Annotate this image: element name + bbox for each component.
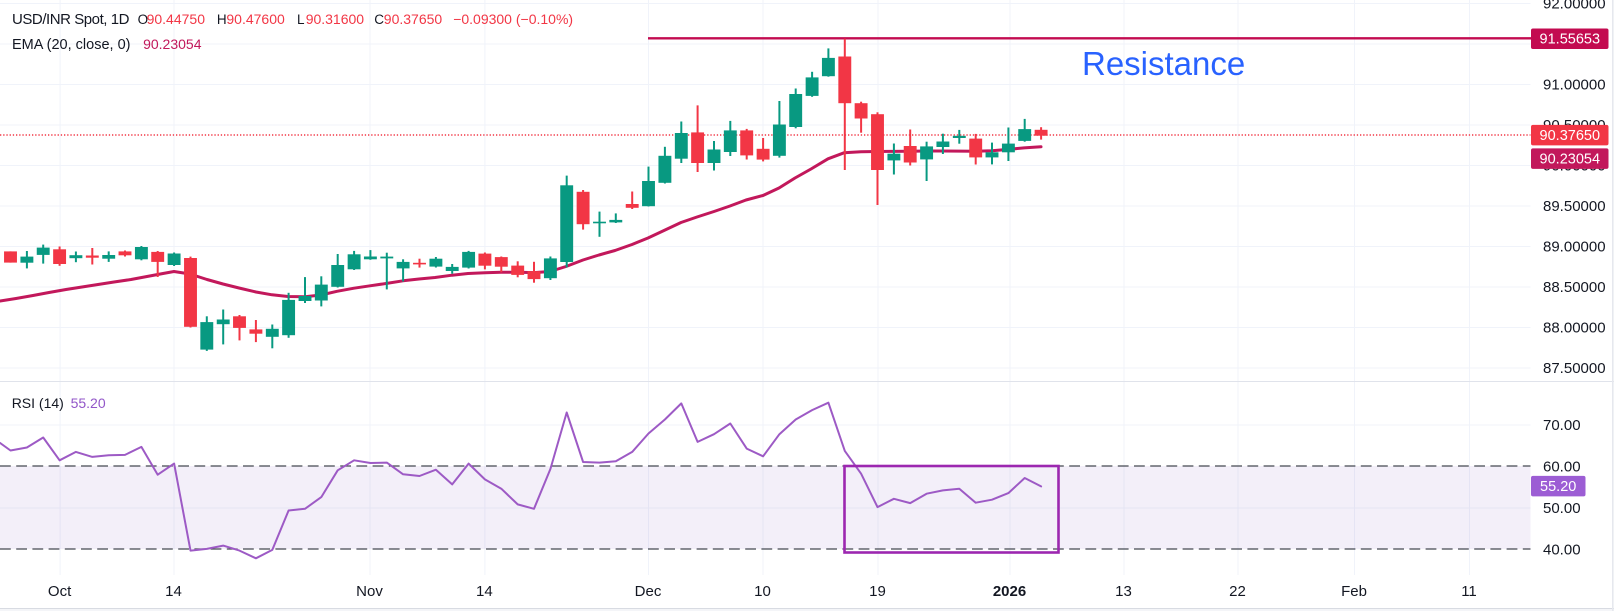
svg-text:90.44750: 90.44750 xyxy=(147,11,206,27)
svg-text:Nov: Nov xyxy=(356,583,383,600)
svg-text:14: 14 xyxy=(476,583,493,600)
svg-text:88.00000: 88.00000 xyxy=(1543,319,1606,336)
svg-text:2026: 2026 xyxy=(993,583,1026,600)
svg-text:22: 22 xyxy=(1229,583,1246,600)
svg-text:RSI (14): RSI (14) xyxy=(12,395,64,411)
svg-text:40.00: 40.00 xyxy=(1543,541,1581,558)
svg-text:−0.09300 (−0.10%): −0.09300 (−0.10%) xyxy=(453,11,573,27)
svg-text:H: H xyxy=(217,12,227,27)
svg-text:55.20: 55.20 xyxy=(71,395,106,411)
svg-text:70.00: 70.00 xyxy=(1543,417,1581,434)
svg-text:O: O xyxy=(138,12,149,27)
svg-text:50.00: 50.00 xyxy=(1543,500,1581,517)
svg-text:90.37650: 90.37650 xyxy=(384,11,443,27)
svg-text:13: 13 xyxy=(1115,583,1132,600)
svg-text:90.23054: 90.23054 xyxy=(143,36,202,52)
svg-text:55.20: 55.20 xyxy=(1540,479,1576,495)
svg-text:Dec: Dec xyxy=(635,583,662,600)
svg-text:Resistance: Resistance xyxy=(1082,45,1245,82)
svg-text:EMA (20, close, 0): EMA (20, close, 0) xyxy=(12,37,130,53)
svg-text:Oct: Oct xyxy=(48,583,72,600)
svg-text:87.50000: 87.50000 xyxy=(1543,360,1606,377)
svg-text:19: 19 xyxy=(869,583,886,600)
svg-text:90.47600: 90.47600 xyxy=(226,11,285,27)
svg-text:90.31600: 90.31600 xyxy=(306,11,365,27)
svg-text:60.00: 60.00 xyxy=(1543,458,1581,475)
svg-text:88.50000: 88.50000 xyxy=(1543,279,1606,296)
svg-text:91.55653: 91.55653 xyxy=(1540,32,1600,48)
svg-text:C: C xyxy=(374,12,384,27)
svg-text:USD/INR Spot, 1D: USD/INR Spot, 1D xyxy=(12,11,130,28)
svg-text:92.00000: 92.00000 xyxy=(1543,0,1606,12)
svg-text:90.23054: 90.23054 xyxy=(1540,152,1600,168)
svg-text:90.37650: 90.37650 xyxy=(1540,128,1600,144)
svg-text:89.00000: 89.00000 xyxy=(1543,238,1606,255)
svg-text:L: L xyxy=(297,12,305,27)
svg-text:14: 14 xyxy=(165,583,182,600)
svg-text:91.00000: 91.00000 xyxy=(1543,76,1606,93)
svg-text:10: 10 xyxy=(754,583,771,600)
svg-text:89.50000: 89.50000 xyxy=(1543,198,1606,215)
svg-text:11: 11 xyxy=(1461,583,1477,600)
svg-text:Feb: Feb xyxy=(1341,583,1367,600)
